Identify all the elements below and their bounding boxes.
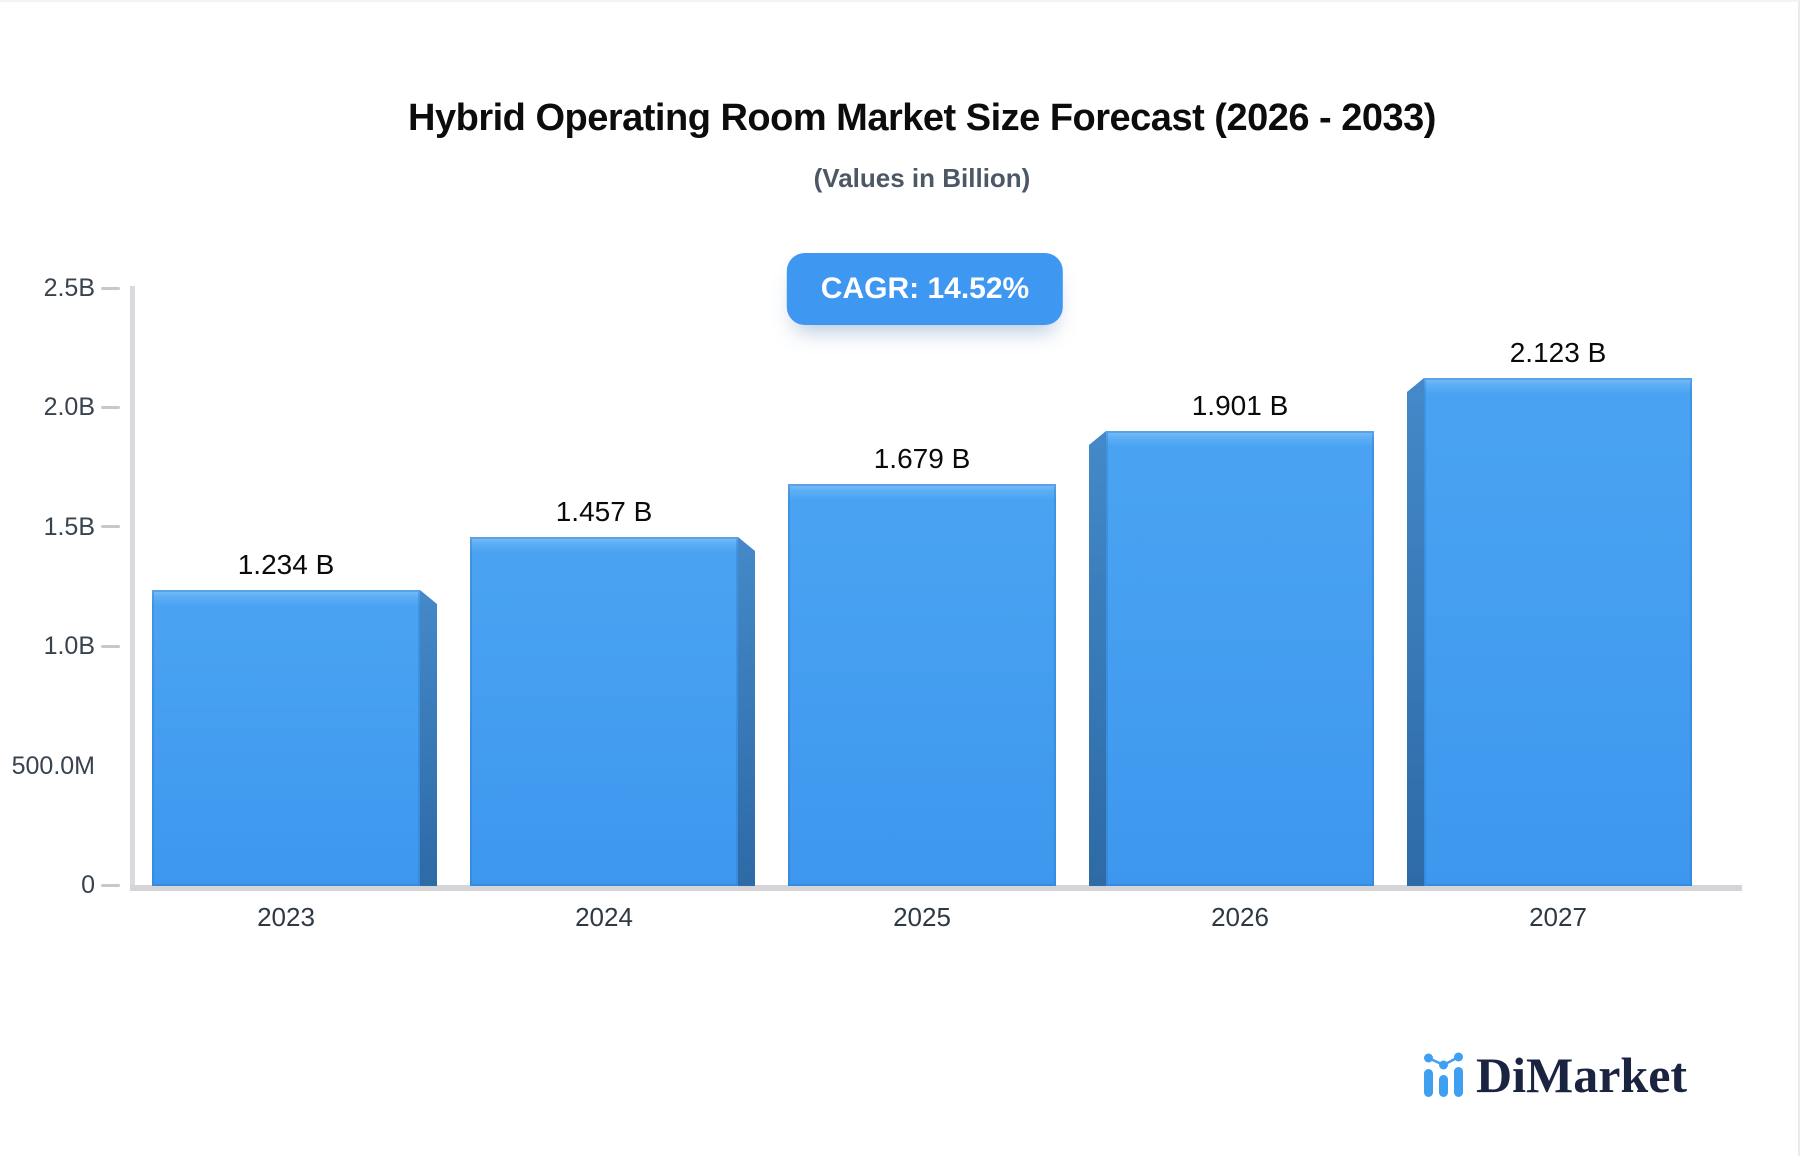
chart-subtitle: (Values in Billion): [813, 163, 1031, 193]
y-axis-tick: [101, 405, 120, 409]
y-axis-tick: [101, 883, 120, 887]
y-axis-label: 500.0M: [11, 751, 95, 780]
bar-chart-icon: [1424, 1052, 1463, 1097]
y-axis-label: 1.5B: [43, 512, 95, 541]
bar-face: [1106, 431, 1374, 886]
y-axis-line: [130, 286, 135, 888]
bar-face: [1424, 378, 1692, 886]
bar-value-label: 1.234 B: [237, 549, 335, 580]
cagr-badge: CAGR: 14.52%: [786, 253, 1064, 325]
x-axis-label: 2025: [893, 902, 951, 932]
brand-logo: DiMarket: [1422, 1040, 1722, 1110]
bar-value-label: 1.679 B: [873, 443, 971, 474]
bar-face: [152, 590, 420, 886]
y-axis-label: 2.0B: [43, 393, 95, 422]
chart-title: Hybrid Operating Room Market Size Foreca…: [408, 97, 1436, 139]
bar-value-label: 1.901 B: [1191, 390, 1289, 421]
y-axis-label: 0: [81, 871, 95, 899]
y-axis-tick: [101, 525, 120, 529]
bar-face: [788, 484, 1056, 886]
x-axis-label: 2026: [1211, 902, 1269, 932]
bar-side-face: [1407, 378, 1424, 886]
y-axis-tick: [101, 644, 120, 648]
bar-face: [470, 537, 738, 886]
bar-side-face: [1089, 431, 1106, 886]
y-axis-label: 1.0B: [43, 632, 95, 661]
x-axis-label: 2023: [257, 902, 315, 932]
x-axis-label: 2024: [575, 902, 633, 932]
bar-side-face: [738, 537, 755, 886]
bar-value-label: 2.123 B: [1509, 337, 1607, 368]
x-axis-line: [130, 885, 1742, 891]
y-axis-label: 2.5B: [43, 274, 95, 302]
bar-side-face: [420, 590, 437, 886]
brand-name: DiMarket: [1476, 1047, 1688, 1103]
y-axis-tick: [101, 286, 120, 290]
x-axis-label: 2027: [1529, 902, 1587, 932]
bar-value-label: 1.457 B: [555, 496, 653, 527]
